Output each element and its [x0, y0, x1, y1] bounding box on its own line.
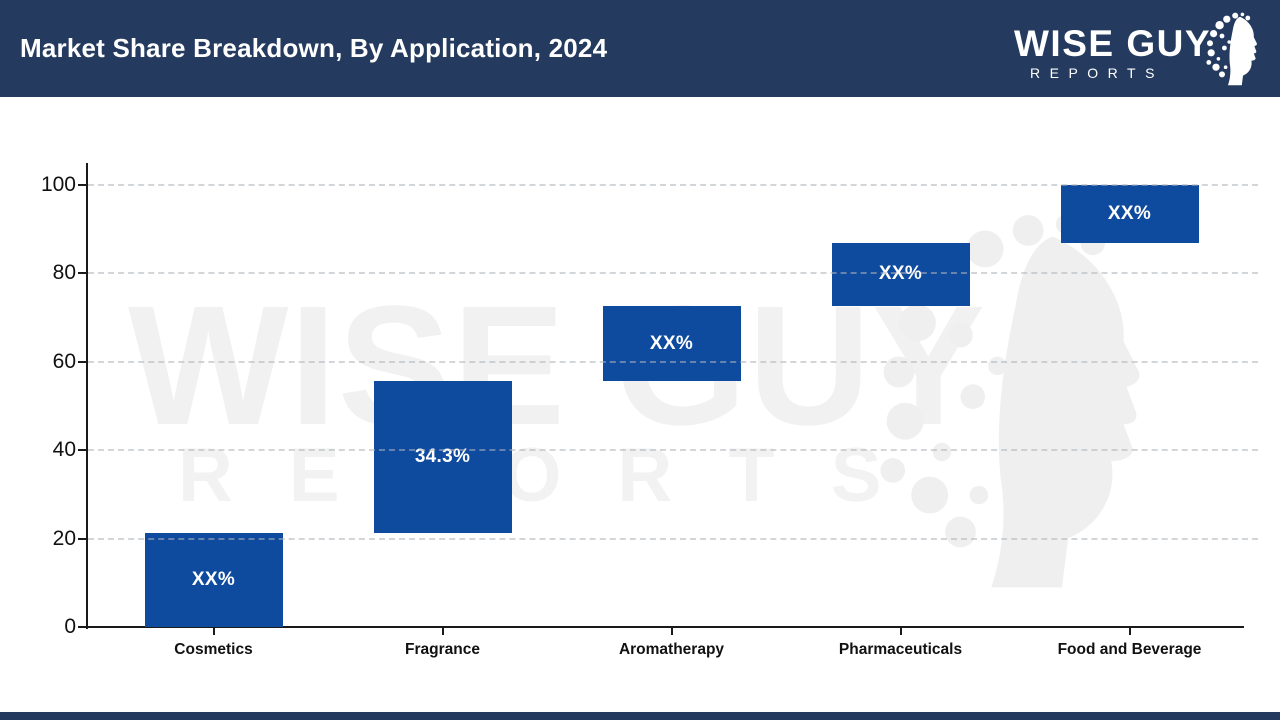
- x-tick-mark: [899, 628, 902, 635]
- bar-value-label: XX%: [191, 568, 236, 590]
- gridline: [88, 184, 1258, 187]
- watermark-head-icon: [880, 215, 1140, 588]
- y-tick-label: 80: [52, 261, 76, 285]
- footer-bar: [0, 712, 1280, 720]
- y-tick-mark: [78, 626, 86, 628]
- y-tick-label: 20: [52, 526, 76, 550]
- dotted-head-icon: [1206, 12, 1257, 86]
- gridline: [88, 449, 1258, 452]
- y-tick-label: 40: [52, 438, 76, 462]
- x-category-label: Food and Beverage: [1057, 641, 1202, 658]
- y-tick-label: 60: [52, 349, 76, 373]
- bar-food-and-beverage: XX%: [1060, 185, 1199, 243]
- bar-fragrance: 34.3%: [373, 381, 512, 533]
- logo-text-wise-guy: WISE GUY: [1014, 23, 1211, 64]
- x-tick-mark: [212, 628, 215, 635]
- bar-cosmetics: XX%: [144, 532, 283, 627]
- x-axis: [86, 626, 1244, 628]
- y-axis: [86, 163, 88, 629]
- y-tick-label: 0: [64, 615, 76, 638]
- y-tick-mark: [78, 184, 86, 187]
- x-tick-mark: [670, 628, 673, 635]
- logo-text-reports: REPORTS: [1030, 65, 1164, 81]
- y-tick-mark: [78, 272, 86, 275]
- watermark-reports: REPORTS: [178, 433, 938, 518]
- y-tick-mark: [78, 449, 86, 452]
- x-category-label: Aromatherapy: [618, 641, 725, 658]
- bar-value-label: 34.3%: [414, 446, 471, 468]
- x-category-label: Pharmaceuticals: [838, 641, 963, 658]
- x-tick-mark: [441, 628, 444, 635]
- bar-aromatherapy: XX%: [602, 305, 741, 382]
- bar-value-label: XX%: [649, 332, 694, 354]
- y-tick-mark: [78, 537, 86, 540]
- gridline: [88, 272, 1258, 275]
- header-bar: Market Share Breakdown, By Application, …: [0, 0, 1280, 97]
- y-tick-label: 100: [40, 173, 76, 197]
- y-tick-mark: [78, 360, 86, 363]
- wise-guy-reports-logo: WISE GUY REPORTS: [1014, 12, 1257, 86]
- bar-value-label: XX%: [1107, 203, 1152, 225]
- x-tick-mark: [1128, 628, 1131, 635]
- gridline: [88, 360, 1258, 363]
- gridline: [88, 537, 1258, 540]
- x-category-label: Cosmetics: [174, 641, 253, 658]
- page-title: Market Share Breakdown, By Application, …: [20, 33, 608, 63]
- x-category-label: Fragrance: [405, 641, 480, 658]
